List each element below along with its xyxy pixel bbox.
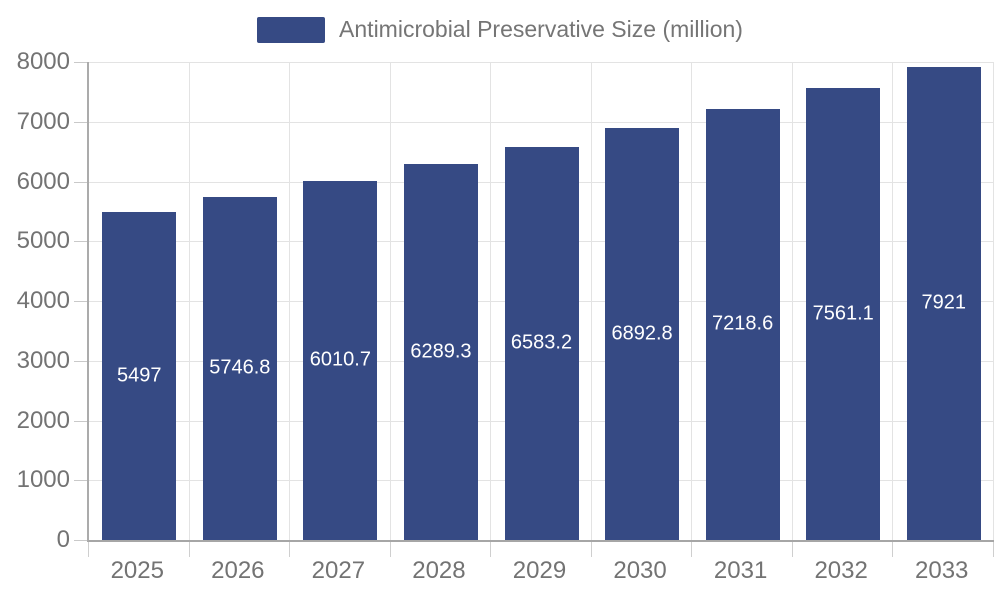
bar-2033: 7921 bbox=[906, 66, 981, 540]
x-axis-tick bbox=[88, 542, 89, 557]
gridline-horizontal bbox=[89, 121, 994, 123]
gridline-horizontal bbox=[89, 62, 994, 63]
x-tick-label: 2025 bbox=[110, 557, 164, 584]
x-axis-tick bbox=[993, 542, 994, 557]
x-axis-tick bbox=[389, 542, 391, 557]
x-axis-tick bbox=[289, 542, 291, 557]
bar-2032: 7561.1 bbox=[806, 88, 881, 540]
gridline-vertical bbox=[791, 62, 793, 540]
bar-value-label: 6289.3 bbox=[410, 340, 472, 363]
x-tick-label: 2033 bbox=[915, 557, 969, 584]
y-axis-tick bbox=[74, 301, 87, 302]
y-tick-label: 6000 bbox=[16, 167, 70, 195]
x-tick-label: 2029 bbox=[512, 557, 567, 584]
y-tick-label: 0 bbox=[56, 526, 70, 553]
gridline-vertical bbox=[691, 62, 693, 540]
x-axis-tick bbox=[490, 542, 492, 557]
x-axis-tick bbox=[188, 542, 190, 557]
gridline-vertical bbox=[289, 62, 291, 540]
bar-value-label: 6010.7 bbox=[309, 348, 371, 371]
gridline-vertical bbox=[993, 62, 994, 540]
y-tick-label: 8000 bbox=[16, 48, 70, 75]
x-tick-label: 2031 bbox=[713, 557, 768, 584]
gridline-vertical bbox=[590, 62, 592, 540]
legend-swatch bbox=[257, 16, 326, 43]
x-tick-label: 2030 bbox=[613, 557, 667, 584]
bar-value-label: 6892.8 bbox=[611, 322, 673, 345]
bar-2031: 7218.6 bbox=[705, 108, 780, 540]
y-tick-label: 3000 bbox=[16, 346, 70, 374]
bar-2028: 6289.3 bbox=[403, 164, 478, 540]
gridline-vertical bbox=[389, 62, 391, 540]
x-axis-tick bbox=[892, 542, 894, 557]
bar-value-label: 7921 bbox=[921, 291, 966, 314]
bar-value-label: 5497 bbox=[117, 364, 162, 387]
gridline-vertical bbox=[892, 62, 894, 540]
legend-label: Antimicrobial Preservative Size (million… bbox=[339, 16, 743, 42]
x-tick-label: 2027 bbox=[311, 557, 366, 584]
x-tick-label: 2028 bbox=[412, 557, 466, 584]
plot-area: 5497 5746.8 6010.7 6289.3 6583.2 6892.8 7218.6… bbox=[74, 62, 994, 557]
y-axis-tick bbox=[74, 480, 87, 482]
y-tick-label: 5000 bbox=[16, 227, 70, 255]
y-axis-tick bbox=[74, 420, 87, 422]
x-tick-label: 2026 bbox=[211, 557, 265, 584]
gridline-vertical bbox=[188, 62, 190, 540]
bar-2030: 6892.8 bbox=[605, 128, 680, 540]
y-axis-tick bbox=[74, 241, 87, 243]
bar-value-label: 7561.1 bbox=[812, 302, 874, 325]
y-tick-label: 2000 bbox=[16, 406, 70, 434]
y-tick-label: 7000 bbox=[16, 107, 70, 135]
x-axis-tick bbox=[791, 542, 793, 557]
y-axis-tick bbox=[74, 540, 87, 541]
y-axis-tick bbox=[74, 121, 87, 123]
y-tick-label: 4000 bbox=[16, 287, 70, 314]
bar-2027: 6010.7 bbox=[303, 180, 378, 540]
gridline-vertical bbox=[490, 62, 492, 540]
bar-2026: 5746.8 bbox=[202, 196, 277, 540]
x-axis-tick bbox=[691, 542, 693, 557]
legend[interactable]: Antimicrobial Preservative Size (million… bbox=[0, 16, 1000, 43]
y-tick-label: 1000 bbox=[16, 466, 70, 494]
x-tick-label: 2032 bbox=[814, 557, 868, 584]
bar-2029: 6583.2 bbox=[504, 146, 579, 540]
bar-value-label: 5746.8 bbox=[209, 356, 271, 379]
y-axis-tick bbox=[74, 181, 87, 183]
bar-value-label: 6583.2 bbox=[510, 331, 573, 354]
y-axis-tick bbox=[74, 360, 87, 362]
bar-value-label: 7218.6 bbox=[712, 312, 774, 335]
bar-2025: 5497 bbox=[102, 211, 177, 540]
y-axis-tick bbox=[74, 62, 87, 63]
x-axis-tick bbox=[590, 542, 592, 557]
